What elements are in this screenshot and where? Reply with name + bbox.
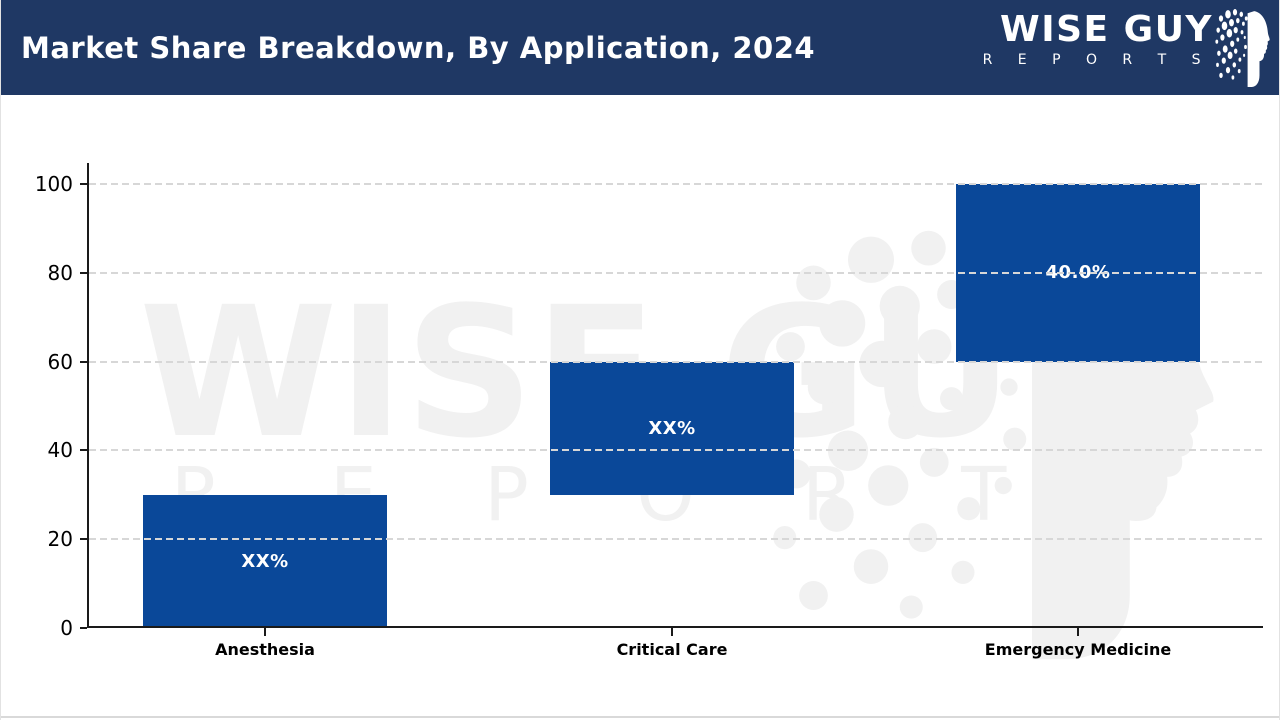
gridline: [89, 183, 1263, 185]
logo-wordmark: WISE GUY: [999, 9, 1213, 50]
x-tick-label: Critical Care: [616, 640, 728, 659]
y-tick-mark: [80, 360, 87, 363]
y-tick-mark: [80, 183, 87, 185]
x-tick-label: Emergency Medicine: [984, 640, 1172, 659]
x-tick-mark: [1077, 628, 1079, 636]
wiseguy-logo: WISE GUY R E P O R T S: [982, 9, 1213, 68]
header-bar: Market Share Breakdown, By Application, …: [1, 0, 1279, 95]
y-axis-spine: [87, 163, 89, 628]
y-tick-label: 0: [60, 616, 73, 640]
page-title: Market Share Breakdown, By Application, …: [21, 30, 816, 65]
gridline: [89, 360, 1263, 363]
bar-value-label: XX%: [241, 550, 289, 572]
y-tick-label: 40: [47, 438, 73, 463]
gridline: [89, 538, 1263, 541]
x-tick-mark: [671, 628, 673, 636]
x-tick-mark: [264, 628, 266, 636]
y-tick-mark: [80, 538, 87, 541]
y-tick-label: 100: [34, 172, 73, 196]
x-axis-spine: [87, 626, 1263, 628]
bar-value-label: XX%: [648, 417, 696, 439]
logo-subtitle: R E P O R T S: [982, 52, 1211, 68]
y-tick-mark: [80, 449, 87, 452]
gridline: [89, 271, 1263, 274]
x-tick-label: Anesthesia: [215, 640, 315, 659]
bottom-divider: [1, 716, 1279, 718]
bar-anesthesia: XX%: [143, 494, 387, 628]
y-tick-mark: [80, 627, 87, 629]
y-tick-mark: [80, 271, 87, 274]
bar-chart: WISE GUY R E P O R T S 0 20 40 60 80 100 XX% An…: [1, 95, 1279, 717]
gridline: [89, 449, 1263, 452]
y-tick-label: 60: [47, 349, 73, 374]
y-tick-label: 80: [47, 260, 73, 285]
logo-face-icon: [1214, 8, 1270, 88]
y-tick-label: 20: [47, 527, 73, 552]
bar-critical-care: XX%: [550, 361, 794, 495]
